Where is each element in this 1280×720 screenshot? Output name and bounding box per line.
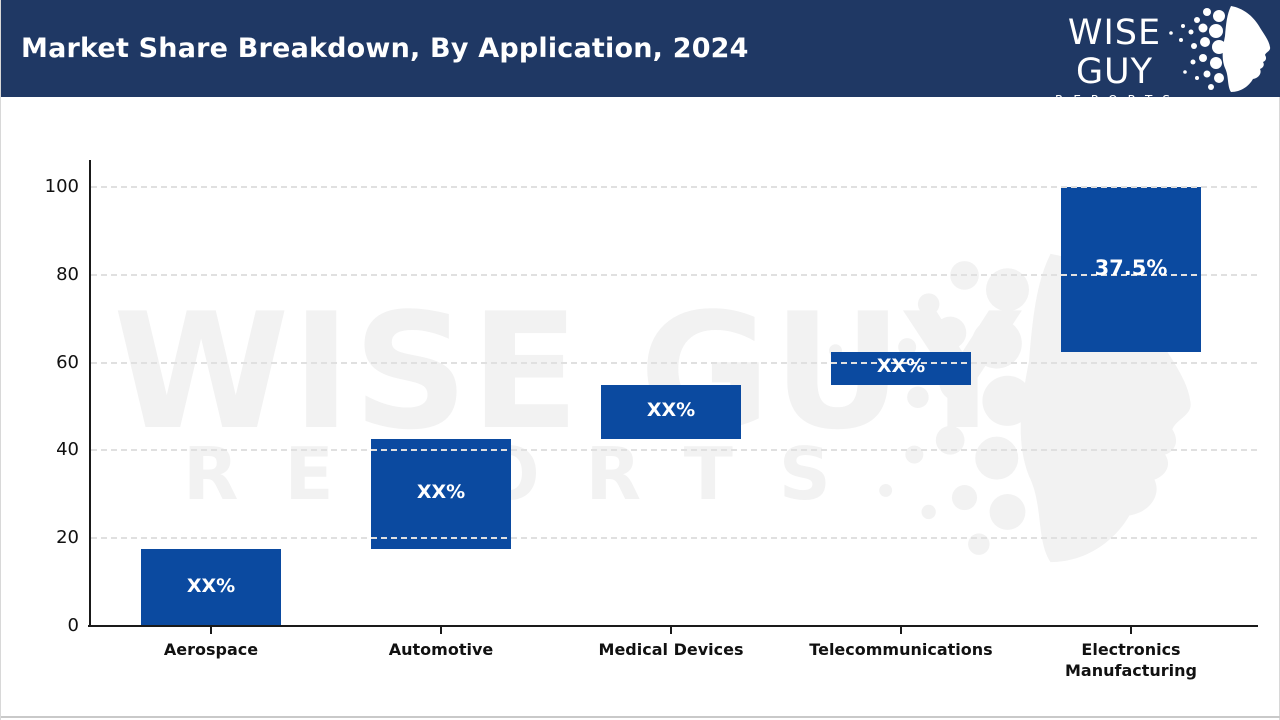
- bar-medical-devices: [601, 384, 741, 440]
- x-tick-mark: [440, 627, 442, 634]
- x-axis-label: Aerospace: [163, 640, 259, 659]
- x-tick-mark: [210, 627, 212, 634]
- bar-aerospace: [141, 549, 281, 626]
- gridline-20: [91, 537, 1257, 540]
- gridline-60: [91, 361, 1257, 364]
- bar-automotive: [371, 439, 511, 550]
- x-axis-spine: [88, 625, 1258, 627]
- bar-value-label: XX%: [646, 398, 696, 421]
- x-tick-mark: [670, 627, 672, 634]
- x-tick-mark: [900, 627, 902, 634]
- bar-value-label: XX%: [416, 481, 466, 504]
- brand-subtitle: REPORTS: [1054, 93, 1180, 107]
- bar-value-label: XX%: [876, 355, 926, 378]
- header-bar: Market Share Breakdown, By Application, …: [1, 0, 1280, 107]
- y-tick-label: 20: [56, 527, 79, 549]
- y-tick-label: 40: [56, 439, 79, 461]
- gridline-100: [91, 186, 1257, 188]
- x-axis-label: Electronics Manufacturing: [1065, 640, 1197, 680]
- chart-plot-area: 0 20 40 60 80 100 XX% Aerospace XX% Automotive XX%…: [1, 97, 1280, 720]
- x-tick-mark: [1130, 627, 1132, 634]
- gridline-80: [91, 273, 1257, 276]
- y-tick-label: 100: [44, 176, 79, 197]
- y-axis-spine: [89, 160, 91, 626]
- y-tick-label: 80: [56, 263, 79, 285]
- brand-logo: WISE GUY REPORTS: [1026, 0, 1271, 107]
- bar-telecommunications: [831, 351, 971, 385]
- page-title: Market Share Breakdown, By Application, …: [21, 33, 749, 64]
- y-tick-label: 60: [56, 351, 79, 373]
- gridline-40: [91, 449, 1257, 452]
- y-tick-label: 0: [67, 615, 79, 636]
- bar-value-label: 37.5%: [1094, 256, 1168, 281]
- x-axis-label: Medical Devices: [598, 640, 744, 659]
- brain-head-logo-icon: [1169, 6, 1271, 92]
- bar-value-label: XX%: [186, 574, 236, 597]
- brand-name: WISE GUY: [1067, 13, 1162, 92]
- bar-electronics-manufacturing: [1061, 187, 1201, 352]
- x-axis-label: Automotive: [388, 640, 494, 659]
- x-axis-label: Telecommunications: [809, 640, 993, 659]
- bottom-border-line: [1, 716, 1280, 718]
- brand-logo-text: WISE GUY REPORTS: [1026, 14, 1203, 107]
